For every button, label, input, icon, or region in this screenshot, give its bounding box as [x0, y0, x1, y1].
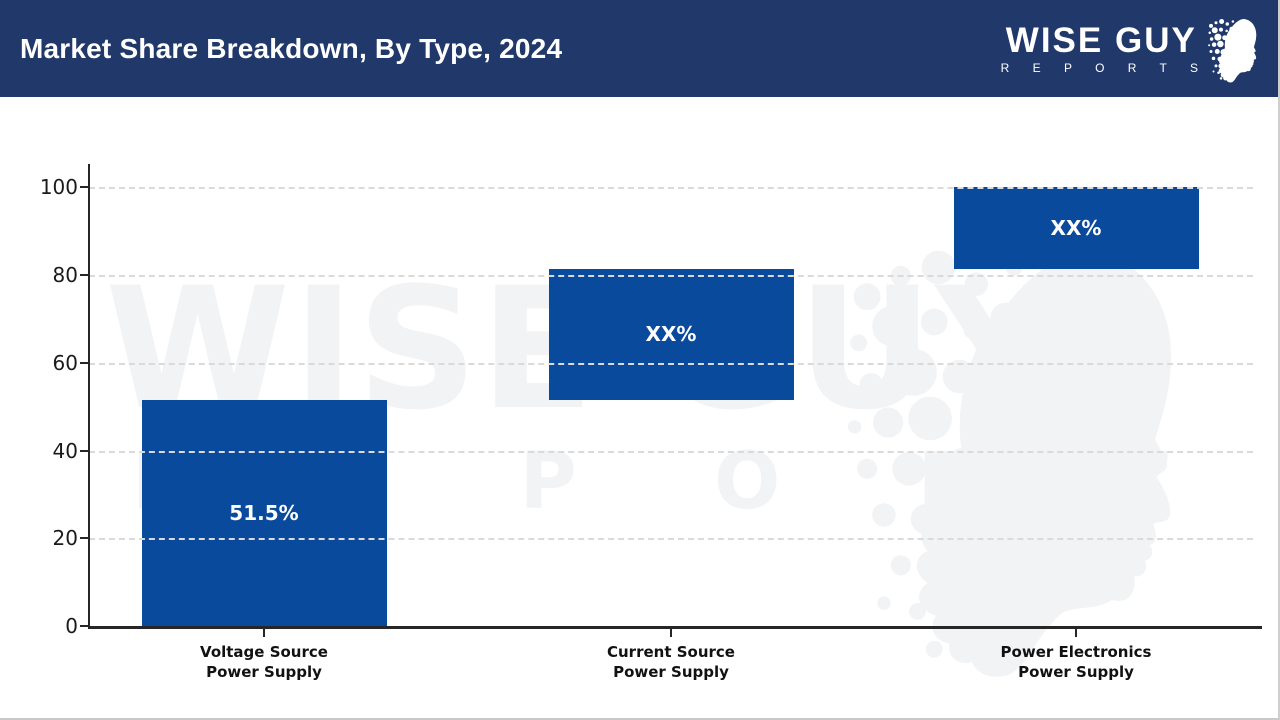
y-tick-mark-100	[80, 186, 88, 189]
y-tick-mark-40	[80, 449, 88, 452]
x-category-label: Current Source Power Supply	[607, 643, 735, 681]
bar-segment: 51.5%	[141, 400, 387, 626]
y-tick-mark-80	[80, 274, 88, 277]
y-tick-mark-0	[80, 625, 88, 627]
gridline-100	[89, 187, 1253, 190]
y-tick-label-20: 20	[52, 526, 78, 551]
logo-face-icon	[1206, 12, 1266, 86]
bar-value-label: XX%	[1050, 216, 1102, 240]
plot-area: WISE GUY R E P O R T S 02040608010051.5%…	[0, 97, 1278, 718]
y-tick-mark-20	[80, 537, 88, 540]
gridline-20	[89, 538, 1253, 541]
x-tick-mark	[1075, 629, 1077, 637]
y-tick-label-60: 60	[52, 350, 78, 375]
header-bar: Market Share Breakdown, By Type, 2024 WI…	[0, 0, 1278, 97]
gridline-80	[89, 275, 1253, 278]
bar-segment: XX%	[953, 187, 1199, 269]
logo-wordmark: WISE GUY	[1005, 21, 1197, 60]
bar-value-label: 51.5%	[229, 501, 299, 526]
y-tick-mark-60	[80, 361, 88, 364]
x-tick-mark	[263, 629, 265, 637]
y-tick-label-40: 40	[52, 438, 78, 463]
x-category-label: Power Electronics Power Supply	[1000, 643, 1152, 681]
x-category-label: Voltage Source Power Supply	[200, 643, 328, 681]
x-axis-line	[88, 626, 1262, 629]
y-axis-line	[88, 164, 90, 628]
logo-text: WISE GUY R E P O R T S	[995, 23, 1208, 75]
x-tick-mark	[670, 629, 672, 637]
y-tick-label-100: 100	[39, 175, 78, 200]
bar-value-label: XX%	[645, 322, 697, 347]
bar-segment: XX%	[548, 268, 794, 401]
gridline-60	[89, 362, 1253, 365]
y-tick-label-80: 80	[52, 263, 78, 288]
chart-title: Market Share Breakdown, By Type, 2024	[20, 32, 563, 64]
gridline-40	[89, 450, 1253, 453]
logo-subtitle: R E P O R T S	[1000, 61, 1208, 75]
y-tick-label-0: 0	[65, 614, 78, 638]
wise-guy-reports-logo: WISE GUY R E P O R T S	[995, 8, 1266, 90]
